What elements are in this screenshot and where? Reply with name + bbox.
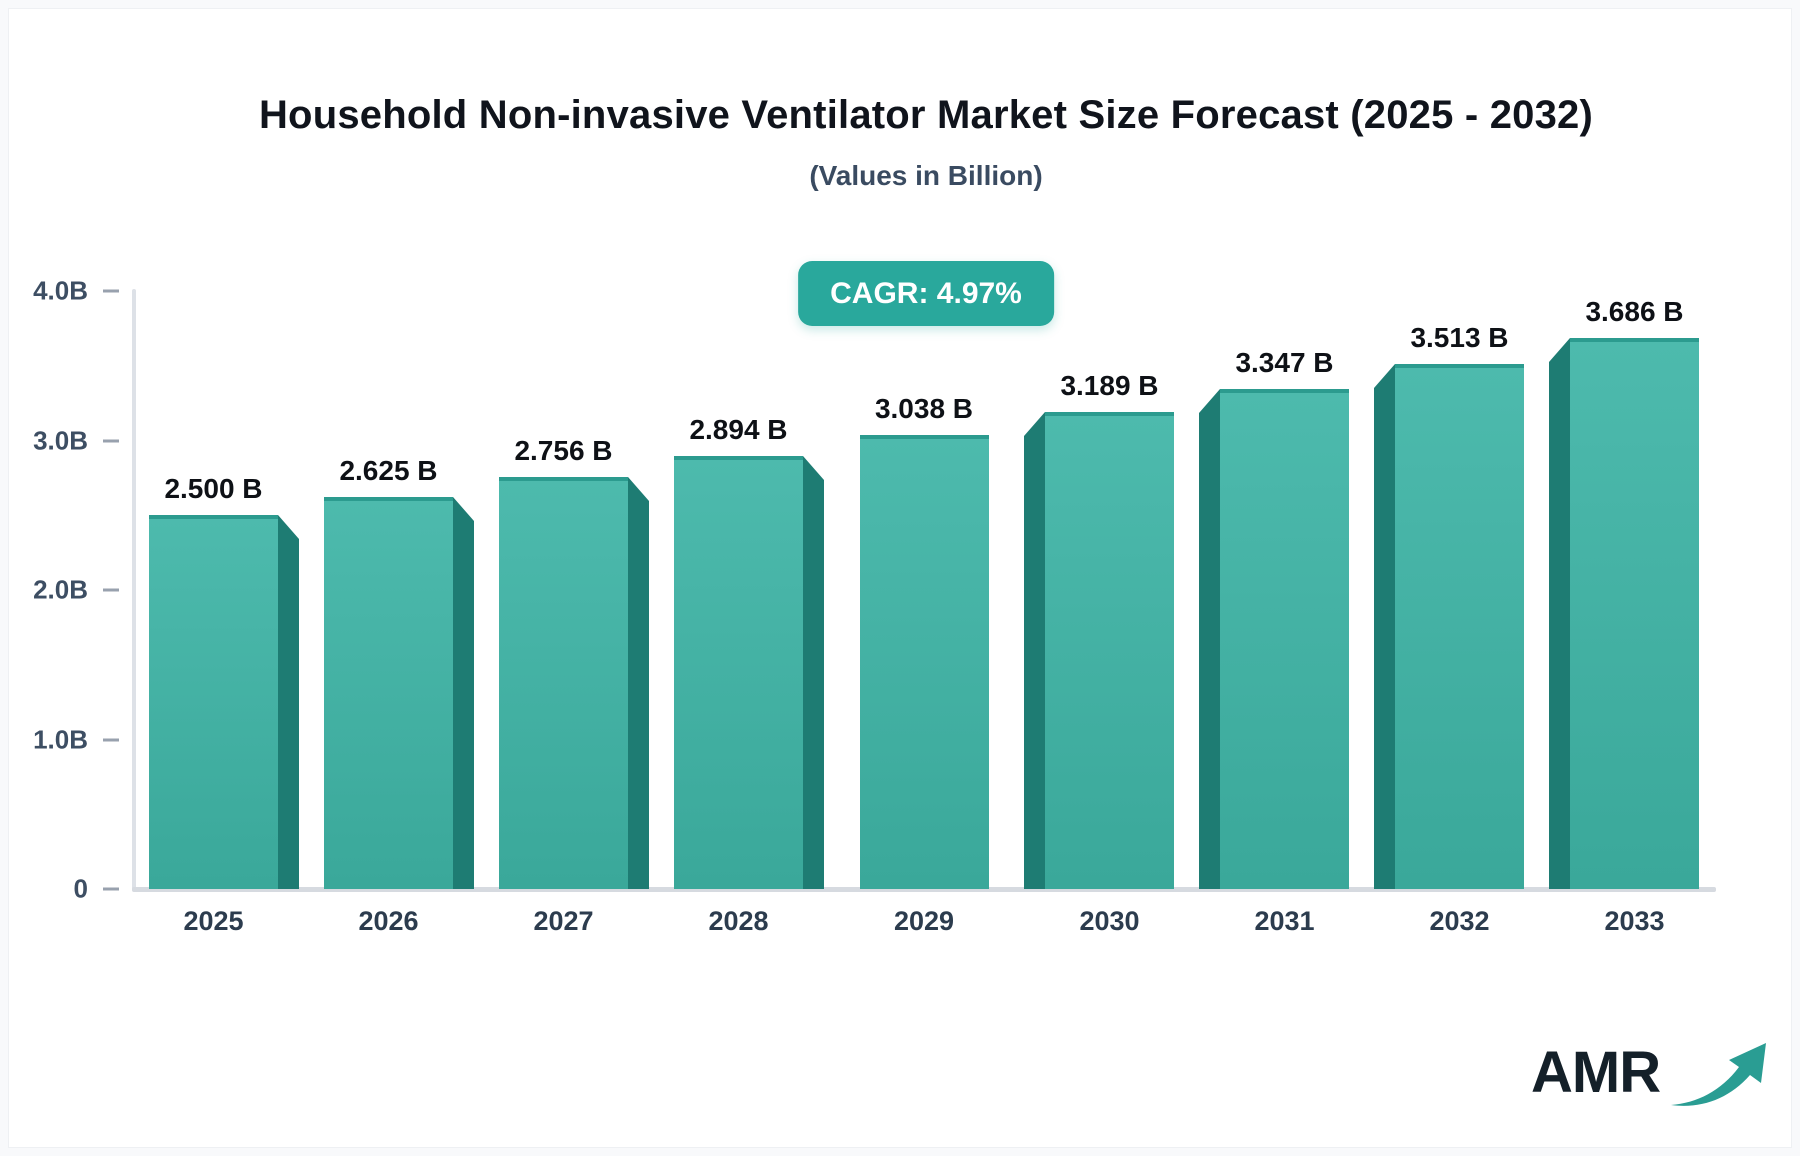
bar-value-label: 2.500 B	[164, 473, 263, 504]
bar-face	[1045, 412, 1174, 889]
bar-3d-side	[803, 456, 824, 889]
y-axis-tick-label: 0	[73, 873, 88, 904]
bar-3d-side	[453, 497, 474, 889]
bar-2029: 3.038 B	[849, 9, 999, 889]
chart-title: Household Non-invasive Ventilator Market…	[258, 93, 1594, 137]
x-axis-label: 2028	[708, 906, 769, 936]
bar-value-label: 3.513 B	[1410, 322, 1509, 353]
x-axis-line	[132, 887, 1716, 892]
x-axis-label: 2033	[1604, 906, 1665, 936]
bar-value-label: 3.347 B	[1235, 347, 1334, 378]
bar-3d-side	[1024, 412, 1045, 889]
chart-card: Household Non-invasive Ventilator Market…	[8, 8, 1792, 1148]
trending-up-arrow-icon	[1669, 1037, 1779, 1120]
brand-logo: AMR	[1531, 1039, 1800, 1129]
bar-3d-side	[1549, 338, 1570, 889]
bar-value-label: 2.756 B	[514, 435, 613, 466]
chart-header: Household Non-invasive Ventilator Market…	[34, 93, 1800, 192]
bar-value-label: 2.625 B	[339, 455, 438, 486]
bar-2030: 3.189 B	[1024, 9, 1174, 889]
bar-3d-side	[628, 477, 649, 889]
bar-2025: 2.500 B	[149, 9, 299, 889]
brand-logo-text: AMR	[1531, 1040, 1661, 1105]
bar-face	[1395, 364, 1524, 889]
y-axis-tick-mark	[103, 887, 119, 891]
x-axis-label: 2031	[1254, 906, 1315, 936]
y-axis-tick-label: 4.0B	[33, 275, 88, 306]
bar-face	[499, 477, 628, 889]
y-axis-line	[132, 289, 136, 891]
cagr-badge: CAGR: 4.97%	[798, 261, 1054, 326]
bar-3d-side	[1199, 389, 1220, 889]
bar-face	[859, 435, 989, 889]
x-axis-label: 2030	[1079, 906, 1140, 936]
y-axis-tick-label: 3.0B	[33, 425, 88, 455]
bar-2026: 2.625 B	[324, 9, 474, 889]
bar-2033: 3.686 B	[1549, 9, 1699, 889]
bar-2031: 3.347 B	[1199, 9, 1349, 889]
bar-face	[149, 515, 278, 889]
y-axis-tick-mark	[103, 439, 119, 442]
bar-face	[1570, 338, 1699, 889]
x-axis-label: 2032	[1429, 906, 1490, 936]
bar-3d-side	[278, 515, 299, 889]
y-axis-tick-mark	[103, 588, 119, 592]
x-axis-label: 2026	[358, 906, 419, 936]
bar-value-label: 3.189 B	[1060, 370, 1159, 401]
bar-value-label: 3.038 B	[874, 393, 974, 424]
bar-3d-side	[1374, 364, 1395, 889]
bar-chart-plot: 4.0B 3.0B 2.0B 1.0B 0 2.500 B 2.625 B 2.756 B 2…	[9, 9, 1793, 1149]
bar-2027: 2.756 B	[499, 9, 649, 889]
y-axis-tick-mark	[103, 289, 119, 293]
y-axis-tick-mark	[103, 738, 119, 741]
bar-2032: 3.513 B	[1374, 9, 1524, 889]
bar-value-label: 2.894 B	[689, 414, 788, 445]
x-axis-label: 2027	[533, 906, 594, 936]
y-axis-tick-label: 1.0B	[33, 724, 88, 754]
x-axis-label: 2029	[893, 906, 955, 936]
bar-value-label: 3.686 B	[1585, 296, 1684, 327]
bar-face	[674, 456, 803, 889]
bar-face	[324, 497, 453, 889]
chart-subtitle: (Values in Billion)	[809, 160, 1043, 191]
y-axis-tick-label: 2.0B	[33, 574, 88, 605]
bar-face	[1220, 389, 1349, 889]
x-axis-label: 2025	[183, 906, 244, 936]
bar-2028: 2.894 B	[674, 9, 824, 889]
